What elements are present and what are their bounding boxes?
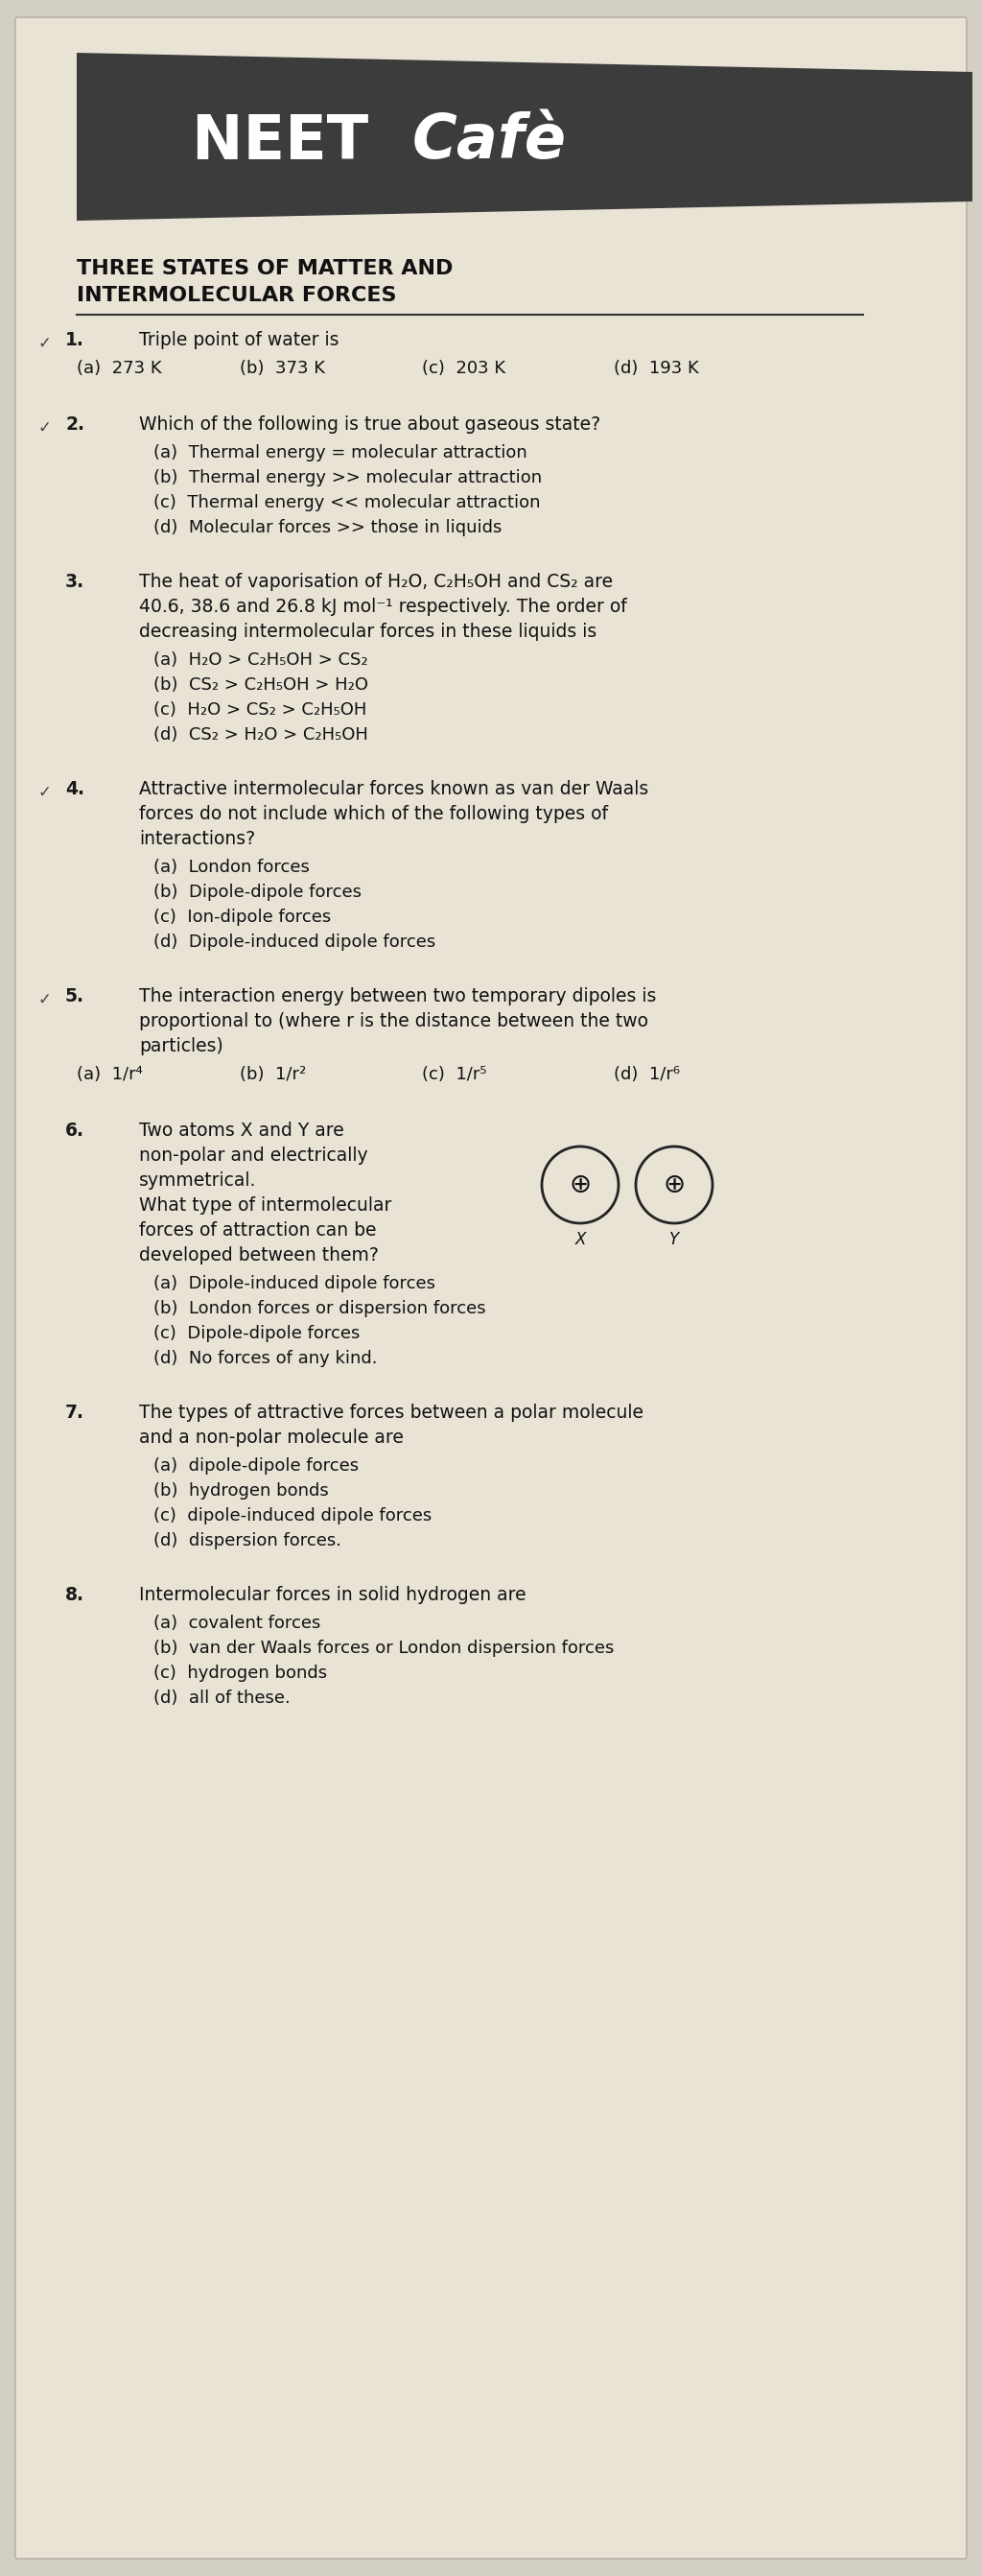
Text: (b)  CS₂ > C₂H₅OH > H₂O: (b) CS₂ > C₂H₅OH > H₂O [153,677,368,693]
Text: (d)  CS₂ > H₂O > C₂H₅OH: (d) CS₂ > H₂O > C₂H₅OH [153,726,368,744]
Text: non-polar and electrically: non-polar and electrically [139,1146,368,1164]
Text: (b)  hydrogen bonds: (b) hydrogen bonds [153,1481,329,1499]
Text: (b)  van der Waals forces or London dispersion forces: (b) van der Waals forces or London dispe… [153,1638,614,1656]
Text: (a)  1/r⁴: (a) 1/r⁴ [77,1066,142,1082]
Text: ✓: ✓ [37,992,51,1007]
Text: (c)  1/r⁵: (c) 1/r⁵ [422,1066,487,1082]
Text: (d)  No forces of any kind.: (d) No forces of any kind. [153,1350,377,1368]
Text: (b)  1/r²: (b) 1/r² [240,1066,306,1082]
Text: The types of attractive forces between a polar molecule: The types of attractive forces between a… [139,1404,643,1422]
Text: (a)  Dipole-induced dipole forces: (a) Dipole-induced dipole forces [153,1275,435,1293]
Text: 5.: 5. [65,987,84,1005]
Text: THREE STATES OF MATTER AND: THREE STATES OF MATTER AND [77,260,453,278]
Text: symmetrical.: symmetrical. [139,1172,256,1190]
Text: Y: Y [670,1231,679,1249]
Polygon shape [77,52,972,222]
Text: (d)  1/r⁶: (d) 1/r⁶ [614,1066,681,1082]
Text: ⊕: ⊕ [663,1172,685,1198]
Text: particles): particles) [139,1038,223,1056]
Text: Cafè: Cafè [412,111,567,170]
Text: (a)  covalent forces: (a) covalent forces [153,1615,321,1633]
Text: (c)  203 K: (c) 203 K [422,361,506,376]
Text: (d)  Molecular forces >> those in liquids: (d) Molecular forces >> those in liquids [153,518,502,536]
Text: (b)  Thermal energy >> molecular attraction: (b) Thermal energy >> molecular attracti… [153,469,542,487]
Text: forces of attraction can be: forces of attraction can be [139,1221,376,1239]
Text: NEET: NEET [191,111,390,170]
Text: Triple point of water is: Triple point of water is [139,330,339,350]
Text: 1.: 1. [65,330,84,350]
Text: (a)  273 K: (a) 273 K [77,361,162,376]
Text: decreasing intermolecular forces in these liquids is: decreasing intermolecular forces in thes… [139,623,597,641]
Text: 8.: 8. [65,1587,84,1605]
Text: Attractive intermolecular forces known as van der Waals: Attractive intermolecular forces known a… [139,781,648,799]
Text: (a)  dipole-dipole forces: (a) dipole-dipole forces [153,1458,358,1473]
Text: ✓: ✓ [37,335,51,353]
Text: ✓: ✓ [37,783,51,801]
Text: (b)  373 K: (b) 373 K [240,361,325,376]
Text: and a non-polar molecule are: and a non-polar molecule are [139,1430,404,1448]
Text: X: X [574,1231,585,1249]
Text: (c)  H₂O > CS₂ > C₂H₅OH: (c) H₂O > CS₂ > C₂H₅OH [153,701,366,719]
Text: (c)  hydrogen bonds: (c) hydrogen bonds [153,1664,327,1682]
Text: The heat of vaporisation of H₂O, C₂H₅OH and CS₂ are: The heat of vaporisation of H₂O, C₂H₅OH … [139,572,613,590]
Text: ⊕: ⊕ [569,1172,591,1198]
Text: (c)  dipole-induced dipole forces: (c) dipole-induced dipole forces [153,1507,432,1525]
Text: (c)  Dipole-dipole forces: (c) Dipole-dipole forces [153,1324,360,1342]
Text: forces do not include which of the following types of: forces do not include which of the follo… [139,804,608,824]
Text: (b)  Dipole-dipole forces: (b) Dipole-dipole forces [153,884,361,902]
Text: (d)  all of these.: (d) all of these. [153,1690,291,1708]
Text: INTERMOLECULAR FORCES: INTERMOLECULAR FORCES [77,286,397,304]
Text: (a)  Thermal energy = molecular attraction: (a) Thermal energy = molecular attractio… [153,443,527,461]
Text: (d)  dispersion forces.: (d) dispersion forces. [153,1533,342,1548]
Text: What type of intermolecular: What type of intermolecular [139,1195,392,1216]
Text: 4.: 4. [65,781,84,799]
Text: (d)  Dipole-induced dipole forces: (d) Dipole-induced dipole forces [153,933,436,951]
Text: developed between them?: developed between them? [139,1247,379,1265]
Text: Two atoms X and Y are: Two atoms X and Y are [139,1121,344,1139]
Text: 40.6, 38.6 and 26.8 kJ mol⁻¹ respectively. The order of: 40.6, 38.6 and 26.8 kJ mol⁻¹ respectivel… [139,598,627,616]
Text: The interaction energy between two temporary dipoles is: The interaction energy between two tempo… [139,987,656,1005]
Text: (a)  H₂O > C₂H₅OH > CS₂: (a) H₂O > C₂H₅OH > CS₂ [153,652,368,670]
Text: 2.: 2. [65,415,84,433]
Text: 3.: 3. [65,572,84,590]
FancyBboxPatch shape [16,18,966,2558]
Text: (b)  London forces or dispersion forces: (b) London forces or dispersion forces [153,1301,486,1316]
Text: (a)  London forces: (a) London forces [153,858,309,876]
Text: ✓: ✓ [37,420,51,435]
Text: 6.: 6. [65,1121,84,1139]
Text: Intermolecular forces in solid hydrogen are: Intermolecular forces in solid hydrogen … [139,1587,526,1605]
Text: (c)  Ion-dipole forces: (c) Ion-dipole forces [153,909,331,925]
Text: (c)  Thermal energy << molecular attraction: (c) Thermal energy << molecular attracti… [153,495,540,513]
Text: interactions?: interactions? [139,829,255,848]
Text: Which of the following is true about gaseous state?: Which of the following is true about gas… [139,415,600,433]
Text: 7.: 7. [65,1404,84,1422]
Text: proportional to (where r is the distance between the two: proportional to (where r is the distance… [139,1012,648,1030]
Text: (d)  193 K: (d) 193 K [614,361,699,376]
